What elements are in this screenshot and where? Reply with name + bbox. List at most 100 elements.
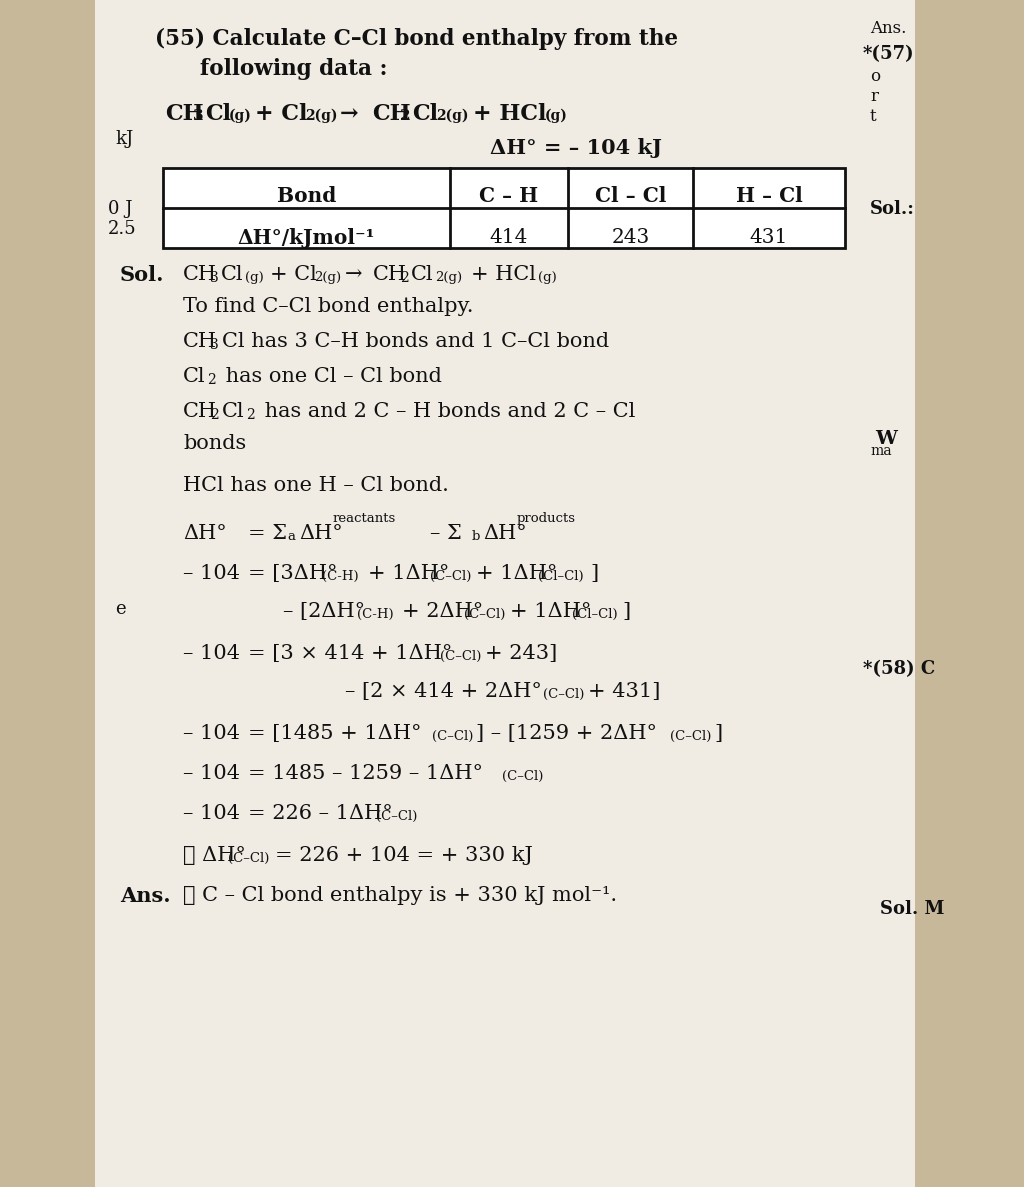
Text: following data :: following data : (200, 58, 387, 80)
Text: Cl: Cl (183, 367, 206, 386)
Text: (Cl–Cl): (Cl–Cl) (538, 570, 584, 583)
Text: Bond: Bond (276, 186, 336, 207)
Text: 2: 2 (207, 373, 216, 387)
Text: (C–Cl): (C–Cl) (670, 730, 712, 743)
Text: + 2ΔH°: + 2ΔH° (402, 602, 483, 621)
Text: r: r (870, 88, 878, 104)
Text: ]: ] (622, 602, 630, 621)
Text: has one Cl – Cl bond: has one Cl – Cl bond (219, 367, 442, 386)
Text: (C–Cl): (C–Cl) (432, 730, 473, 743)
Bar (95, 0, 915, 1187)
Text: CH: CH (372, 103, 411, 125)
Text: + 1ΔH°: + 1ΔH° (476, 564, 557, 583)
Text: + 1ΔH°: + 1ΔH° (368, 564, 450, 583)
Text: →: → (340, 103, 358, 125)
Text: CH: CH (183, 332, 217, 351)
Text: = 226 – 1ΔH°: = 226 – 1ΔH° (248, 804, 393, 823)
Text: 2(g): 2(g) (314, 271, 341, 284)
Text: ] – [1259 + 2ΔH°: ] – [1259 + 2ΔH° (476, 724, 657, 743)
Text: Cl – Cl: Cl – Cl (595, 186, 667, 207)
Text: (g): (g) (545, 109, 568, 123)
Text: + Cl: + Cl (255, 103, 307, 125)
Text: = [3 × 414 + 1ΔH°: = [3 × 414 + 1ΔH° (248, 645, 453, 664)
Text: (C-H): (C-H) (357, 608, 393, 621)
Text: C – H: C – H (479, 186, 539, 207)
Text: ]: ] (714, 724, 722, 743)
Text: *(58) C: *(58) C (863, 660, 935, 678)
Text: (C–Cl): (C–Cl) (228, 852, 269, 865)
Text: CH: CH (183, 402, 217, 421)
Text: – [2ΔH°: – [2ΔH° (283, 602, 366, 621)
Text: ΔH° = – 104 kJ: ΔH° = – 104 kJ (490, 138, 662, 158)
Text: (g): (g) (538, 271, 557, 284)
Text: – [2 × 414 + 2ΔH°: – [2 × 414 + 2ΔH° (345, 683, 542, 702)
Text: 2: 2 (246, 408, 255, 423)
Text: (C–Cl): (C–Cl) (464, 608, 506, 621)
Text: ∴ C – Cl bond enthalpy is + 330 kJ mol⁻¹.: ∴ C – Cl bond enthalpy is + 330 kJ mol⁻¹… (183, 886, 617, 904)
Text: CH: CH (183, 265, 217, 284)
Text: 3: 3 (210, 338, 219, 353)
Text: – 104: – 104 (183, 645, 240, 664)
Text: CH: CH (165, 103, 204, 125)
Text: o: o (870, 68, 880, 85)
Text: (Cl–Cl): (Cl–Cl) (572, 608, 617, 621)
Text: 2(g): 2(g) (436, 109, 469, 123)
Text: *(57): *(57) (863, 45, 914, 63)
Text: Cl: Cl (412, 103, 438, 125)
Text: W: W (874, 430, 897, 447)
Text: (55) Calculate C–Cl bond enthalpy from the: (55) Calculate C–Cl bond enthalpy from t… (155, 28, 678, 50)
Text: t: t (870, 108, 877, 125)
Bar (163, 169, 845, 248)
Text: + 1ΔH°: + 1ΔH° (510, 602, 592, 621)
Text: + 243]: + 243] (485, 645, 557, 664)
Text: Cl has 3 C–H bonds and 1 C–Cl bond: Cl has 3 C–H bonds and 1 C–Cl bond (222, 332, 609, 351)
Text: (C–Cl): (C–Cl) (543, 688, 585, 702)
Text: products: products (517, 512, 575, 525)
Text: – 104: – 104 (183, 724, 240, 743)
Text: – 104: – 104 (183, 764, 240, 783)
Text: kJ: kJ (115, 131, 133, 148)
Text: Ans.: Ans. (120, 886, 171, 906)
Text: = [3ΔH°: = [3ΔH° (248, 564, 338, 583)
Text: To find C–Cl bond enthalpy.: To find C–Cl bond enthalpy. (183, 297, 473, 316)
Text: 2(g): 2(g) (435, 271, 462, 284)
Text: 2: 2 (210, 408, 219, 423)
Text: 431: 431 (750, 228, 788, 247)
Text: = [1485 + 1ΔH°: = [1485 + 1ΔH° (248, 724, 422, 743)
Text: (C–Cl): (C–Cl) (376, 810, 418, 823)
Text: ΔH°/kJmol⁻¹: ΔH°/kJmol⁻¹ (238, 228, 375, 248)
Text: 243: 243 (611, 228, 649, 247)
Text: 2: 2 (400, 109, 411, 123)
Text: →: → (345, 265, 362, 284)
Text: – Σ: – Σ (430, 523, 462, 542)
Text: (C-H): (C-H) (322, 570, 358, 583)
Text: a: a (287, 531, 295, 542)
Text: + 431]: + 431] (588, 683, 660, 702)
Text: 0 J: 0 J (108, 199, 132, 218)
Text: = 226 + 104 = + 330 kJ: = 226 + 104 = + 330 kJ (275, 846, 532, 865)
Text: + Cl: + Cl (270, 265, 316, 284)
Text: reactants: reactants (333, 512, 396, 525)
Text: 2.5: 2.5 (108, 220, 136, 239)
Text: – 104: – 104 (183, 804, 240, 823)
Text: Cl: Cl (411, 265, 433, 284)
Text: Sol.: Sol. (120, 265, 165, 285)
Text: = Σ: = Σ (248, 523, 287, 542)
Text: ΔH°: ΔH° (299, 523, 343, 542)
Text: Cl: Cl (205, 103, 231, 125)
Text: + HCl: + HCl (473, 103, 547, 125)
Text: Cl: Cl (221, 265, 244, 284)
Text: CH: CH (373, 265, 407, 284)
Text: (C–Cl): (C–Cl) (430, 570, 471, 583)
Text: = 1485 – 1259 – 1ΔH°: = 1485 – 1259 – 1ΔH° (248, 764, 483, 783)
Text: ]: ] (590, 564, 598, 583)
Text: 3: 3 (193, 109, 204, 123)
Text: 414: 414 (489, 228, 528, 247)
Text: Sol.:: Sol.: (870, 199, 914, 218)
Text: ΔH°: ΔH° (483, 523, 526, 542)
Text: + HCl: + HCl (471, 265, 536, 284)
Text: 2(g): 2(g) (305, 109, 338, 123)
Text: 3: 3 (210, 271, 219, 285)
Text: b: b (472, 531, 480, 542)
Text: ∴ ΔH°: ∴ ΔH° (183, 846, 246, 865)
